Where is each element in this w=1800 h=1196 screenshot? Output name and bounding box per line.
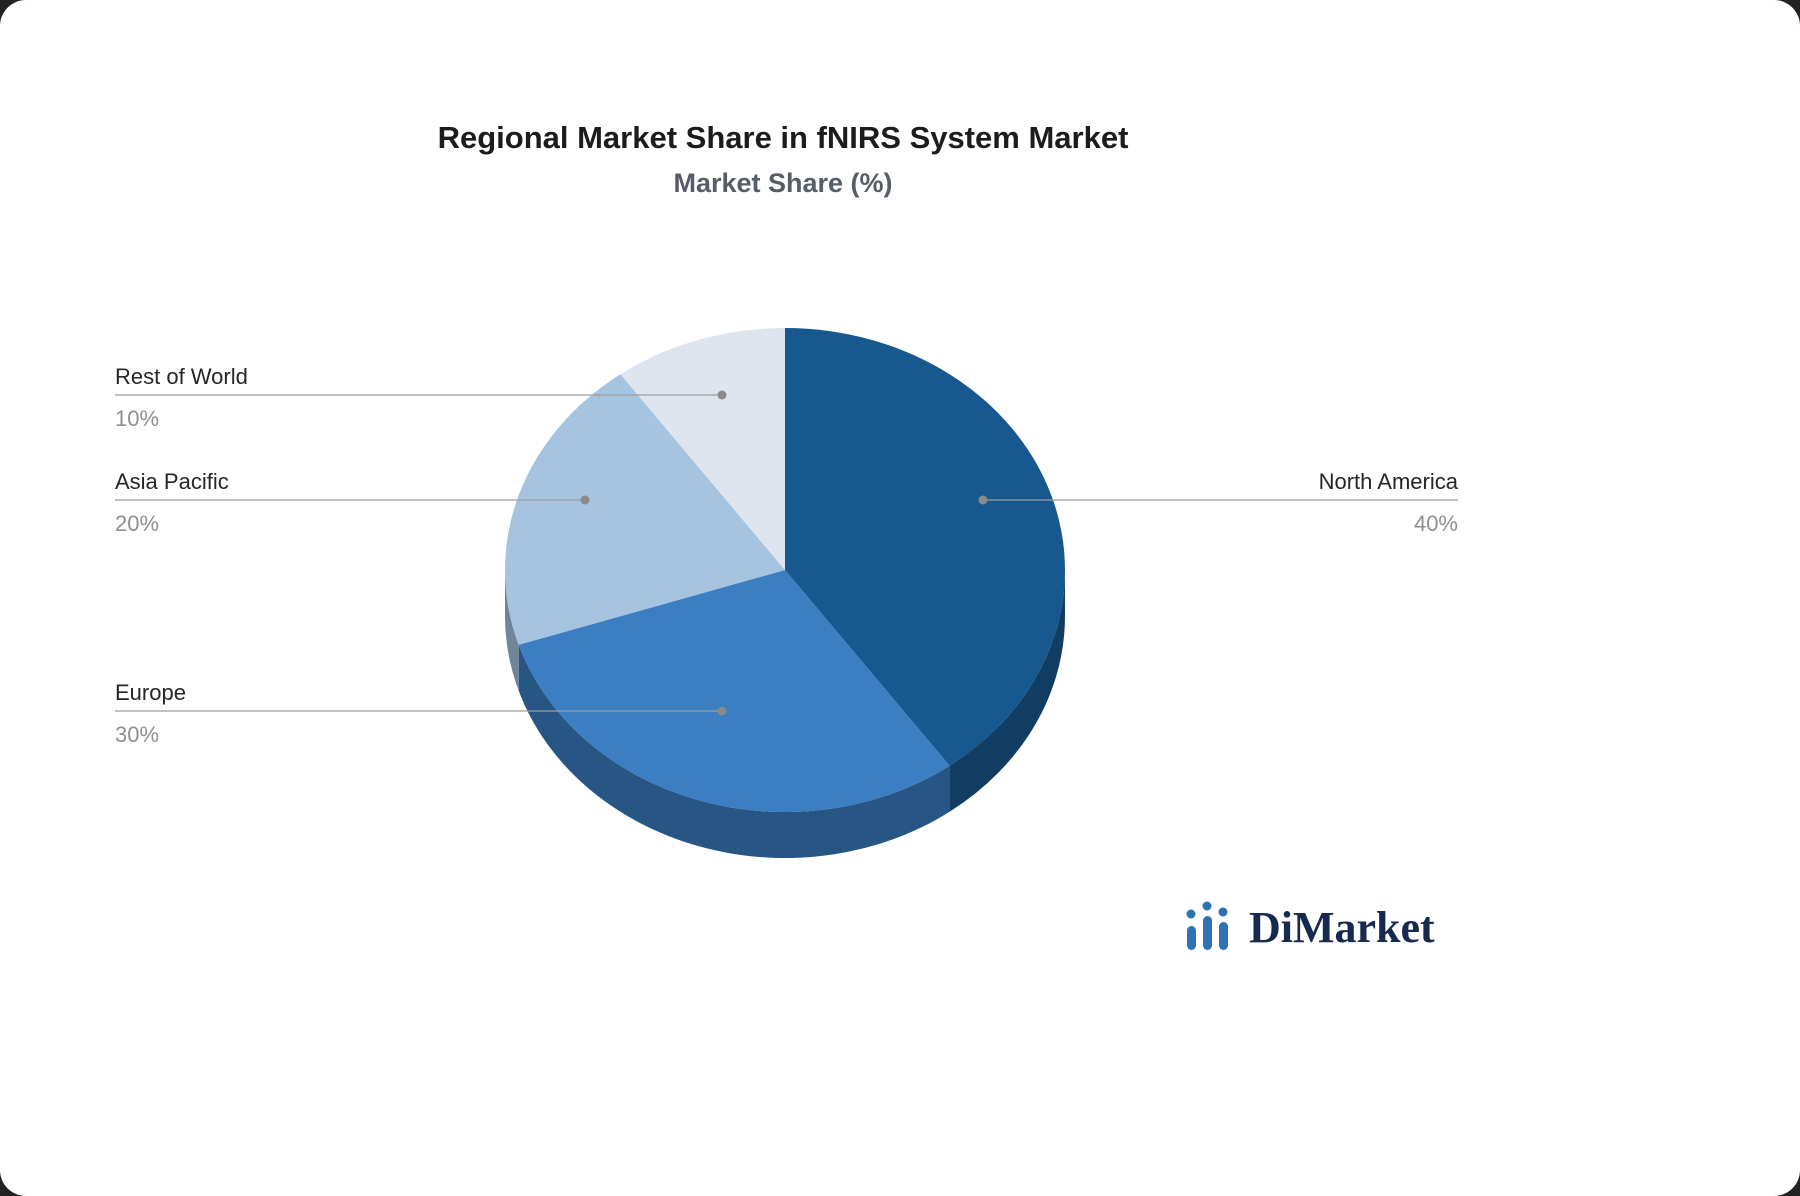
slice-percent: 40%: [1413, 511, 1458, 536]
logo-text: DiMarket: [1249, 903, 1435, 952]
slice-name: Asia Pacific: [115, 469, 229, 494]
slice-name: Rest of World: [115, 364, 248, 389]
slice-percent: 10%: [115, 406, 160, 431]
dimarket-logo: DiMarket: [1183, 900, 1435, 956]
chart-title: Regional Market Share in fNIRS System Ma…: [437, 120, 1129, 155]
bar-chart-icon: [1186, 901, 1228, 950]
slice-name: Europe: [115, 680, 186, 705]
slice-label-rest-of-world: Rest of World 10%: [115, 364, 248, 432]
slice-name: North America: [1318, 469, 1458, 494]
chart-subtitle: Market Share (%): [673, 168, 893, 198]
slice-percent: 30%: [115, 722, 160, 747]
slice-label-north-america: North America 40%: [1319, 469, 1458, 537]
slice-label-europe: Europe 30%: [115, 680, 186, 748]
slice-percent: 20%: [115, 511, 160, 536]
slice-label-asia-pacific: Asia Pacific 20%: [115, 469, 229, 537]
